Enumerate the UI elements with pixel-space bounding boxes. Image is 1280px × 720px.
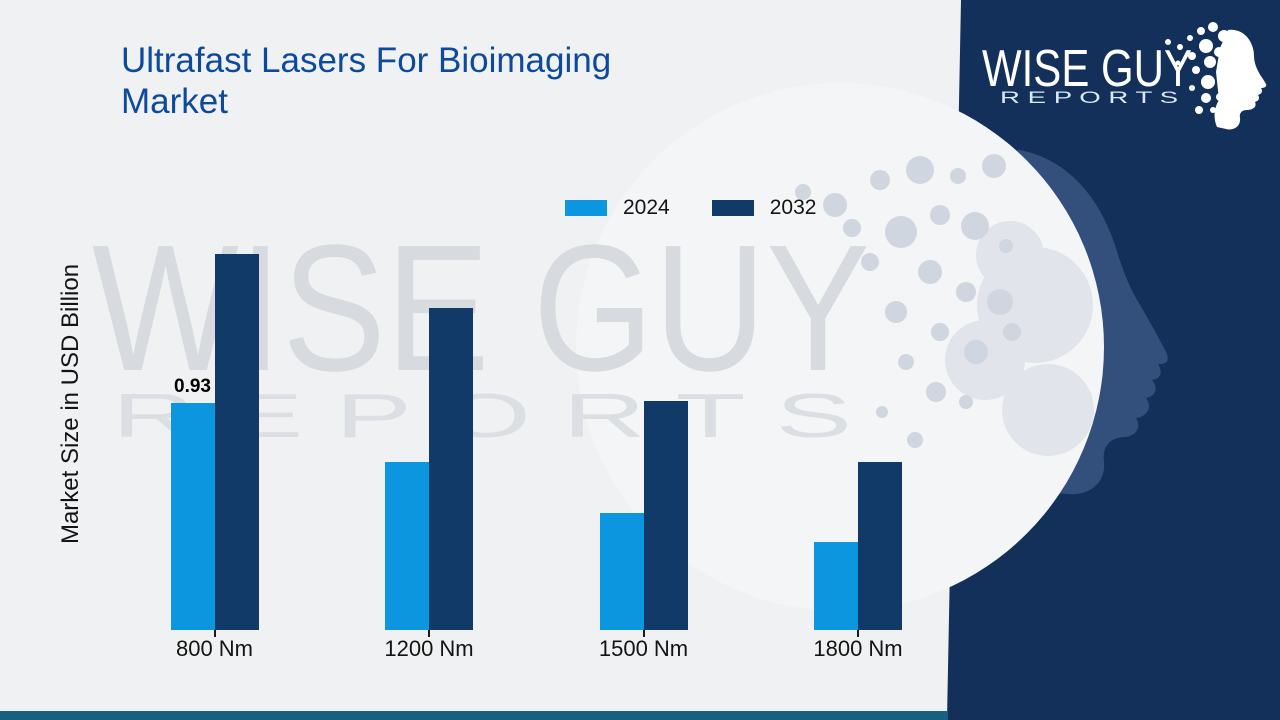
bar-2024-1800nm [814, 542, 858, 630]
legend-label-2024: 2024 [623, 196, 670, 219]
x-axis-label: 1800 Nm [813, 636, 903, 661]
bar-2024-800nm [170, 403, 215, 630]
x-axis-label: 1200 Nm [384, 636, 474, 661]
bar-2032-800nm [214, 254, 259, 630]
background-head-dots [795, 154, 1021, 448]
legend-item-2032: 2032 [711, 196, 817, 220]
x-axis-tick [428, 630, 430, 637]
bar-2024-1500nm [599, 513, 644, 630]
bar-2024-1200nm [385, 462, 429, 630]
bar-2032-1200nm [429, 308, 473, 630]
page-title-line-1: Ultrafast Lasers For Bioimaging [121, 41, 612, 80]
x-axis-label: 800 Nm [175, 636, 254, 661]
y-axis-label: Market Size in USD Billion [57, 263, 84, 545]
x-axis-tick [642, 630, 645, 637]
legend-swatch-2032 [711, 200, 754, 216]
bar-2032-1500nm [643, 401, 688, 630]
bar-value-label: 0.93 [174, 376, 211, 397]
legend-label-2032: 2032 [769, 196, 817, 219]
x-axis-label: 1500 Nm [598, 636, 689, 661]
x-axis-tick [213, 630, 216, 637]
x-axis-tick [857, 630, 859, 637]
logo-text: WISE GUY [982, 40, 1192, 98]
page-title-line-2: Market [121, 82, 228, 121]
brand-logo: WISE GUY R E P O R T S [982, 22, 1267, 130]
page-title: Ultrafast Lasers For Bioimaging Market [121, 40, 611, 122]
legend-swatch-2024 [565, 200, 607, 216]
bottom-accent-strip [0, 711, 948, 720]
chart-legend: 2024 2032 [565, 196, 816, 220]
logo-head-icon [1165, 22, 1267, 130]
legend-item-2024: 2024 [565, 196, 670, 220]
bar-2032-1800nm [858, 462, 902, 630]
logo-subtext: R E P O R T S [1000, 88, 1178, 107]
